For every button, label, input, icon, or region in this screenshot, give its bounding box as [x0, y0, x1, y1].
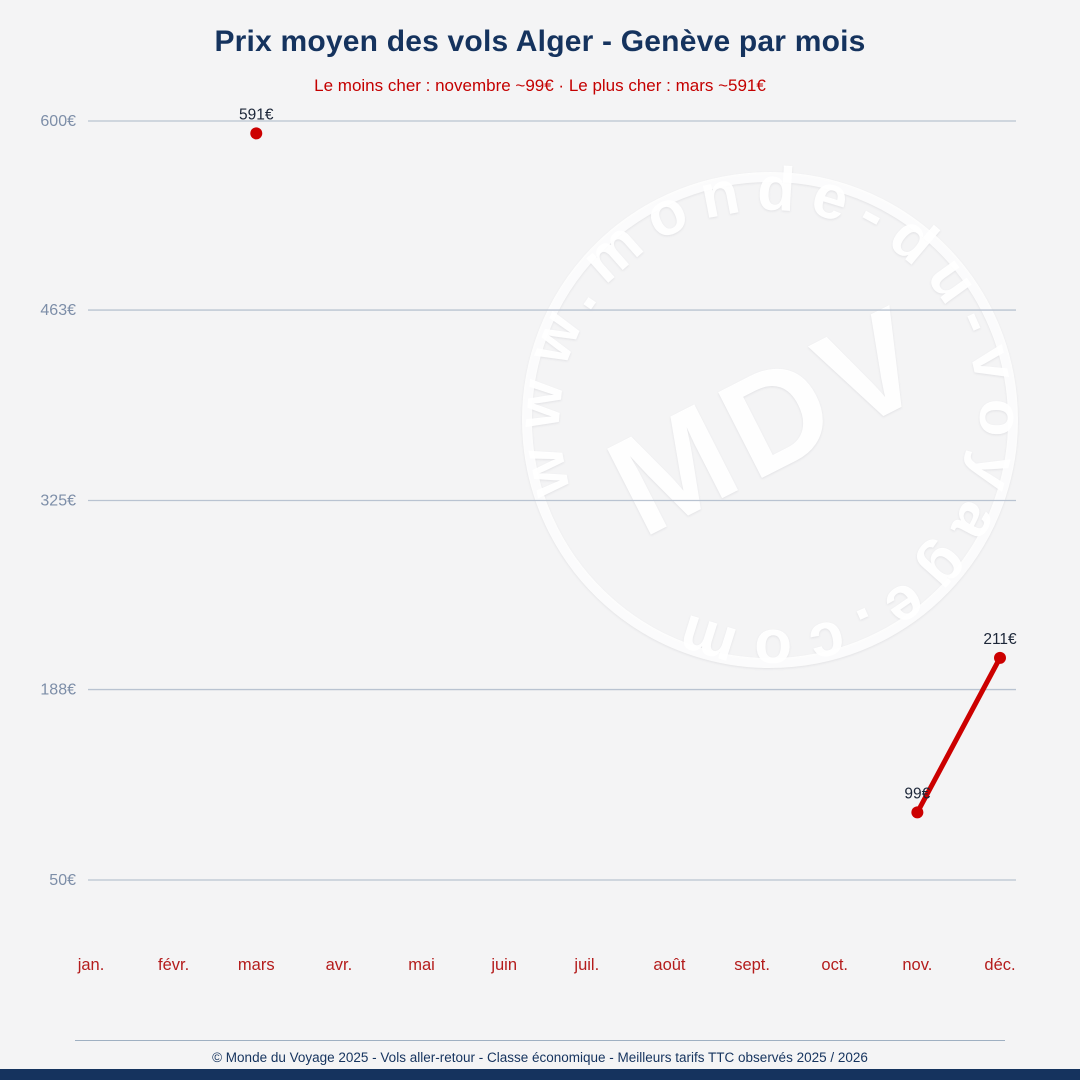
data-point-label: 211€ [983, 631, 1017, 648]
y-axis-label: 463€ [40, 302, 76, 319]
data-point-mars [250, 127, 263, 140]
x-axis-label-8[interactable]: août [653, 956, 686, 974]
x-axis-label-11[interactable]: nov. [902, 956, 932, 974]
price-line [914, 655, 1003, 815]
x-axis-label-6[interactable]: juin [490, 956, 517, 974]
x-axis-label-4[interactable]: avr. [326, 956, 353, 974]
page-title: Prix moyen des vols Alger - Genève par m… [214, 25, 866, 58]
x-axis-label-5[interactable]: mai [408, 956, 435, 974]
x-axis-label-1[interactable]: jan. [77, 956, 105, 974]
footer-bar [0, 1069, 1080, 1080]
y-axis-label: 600€ [40, 113, 76, 130]
x-axis-label-10[interactable]: oct. [821, 956, 848, 974]
x-axis-label-7[interactable]: juil. [573, 956, 599, 974]
footer-text: © Monde du Voyage 2025 - Vols aller-reto… [212, 1050, 868, 1065]
x-axis-label-12[interactable]: déc. [984, 956, 1015, 974]
page-subtitle: Le moins cher : novembre ~99€ · Le plus … [314, 76, 766, 95]
data-point-label: 591€ [239, 106, 274, 123]
y-axis-label: 188€ [40, 682, 76, 699]
footer-separator [75, 1040, 1005, 1041]
x-axis-label-2[interactable]: févr. [158, 956, 189, 974]
data-point-déc [994, 651, 1006, 664]
x-axis-label-3[interactable]: mars [238, 956, 275, 974]
data-point-label: 99€ [904, 785, 930, 802]
y-axis-label: 50€ [49, 872, 76, 889]
y-axis-label: 325€ [40, 493, 76, 510]
x-axis-label-9[interactable]: sept. [734, 956, 770, 974]
data-point-nov [911, 806, 924, 819]
